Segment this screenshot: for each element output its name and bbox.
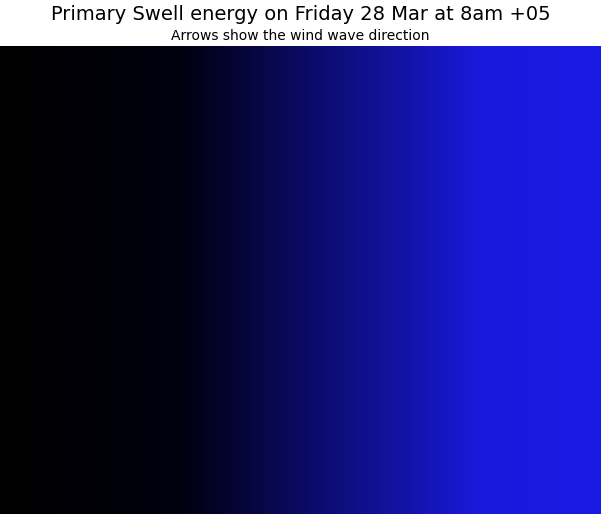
Text: Arrows show the wind wave direction: Arrows show the wind wave direction (171, 29, 430, 43)
Text: Primary Swell energy on Friday 28 Mar at 8am +05: Primary Swell energy on Friday 28 Mar at… (50, 5, 551, 24)
